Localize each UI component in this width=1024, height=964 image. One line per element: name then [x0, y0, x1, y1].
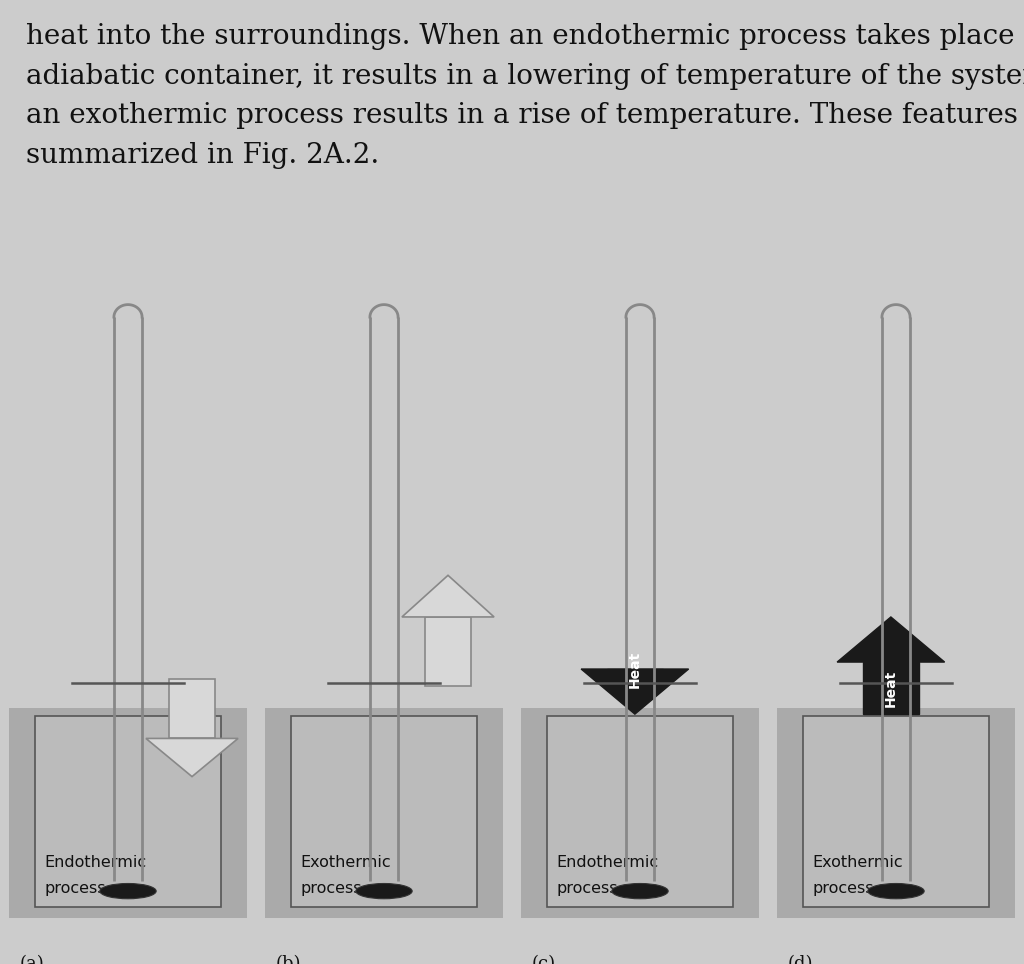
Text: Endothermic: Endothermic [45, 855, 146, 870]
Circle shape [612, 883, 668, 898]
Circle shape [868, 883, 924, 898]
Text: Heat: Heat [884, 669, 898, 707]
Circle shape [356, 883, 412, 898]
FancyBboxPatch shape [803, 716, 989, 907]
FancyBboxPatch shape [265, 708, 503, 918]
Text: process: process [813, 881, 874, 896]
Polygon shape [425, 617, 471, 686]
Text: process: process [301, 881, 362, 896]
Text: Exothermic: Exothermic [813, 855, 903, 870]
Polygon shape [606, 669, 664, 670]
Polygon shape [146, 738, 238, 777]
Text: Endothermic: Endothermic [557, 855, 658, 870]
Circle shape [100, 883, 156, 898]
Text: (c): (c) [531, 955, 555, 964]
Text: Exothermic: Exothermic [301, 855, 391, 870]
FancyBboxPatch shape [35, 716, 221, 907]
Text: (a): (a) [19, 955, 44, 964]
FancyBboxPatch shape [291, 716, 477, 907]
Text: (b): (b) [275, 955, 301, 964]
Text: (d): (d) [787, 955, 813, 964]
Text: process: process [45, 881, 106, 896]
Text: Heat: Heat [628, 651, 642, 688]
Polygon shape [169, 680, 215, 738]
Polygon shape [838, 617, 944, 662]
FancyBboxPatch shape [9, 708, 247, 918]
Polygon shape [582, 669, 688, 714]
Polygon shape [401, 576, 494, 617]
FancyBboxPatch shape [521, 708, 759, 918]
Text: heat into the surroundings. When an endothermic process takes place in an
adiaba: heat into the surroundings. When an endo… [26, 23, 1024, 169]
FancyBboxPatch shape [777, 708, 1015, 918]
FancyBboxPatch shape [547, 716, 733, 907]
Text: process: process [557, 881, 618, 896]
Polygon shape [862, 662, 920, 714]
